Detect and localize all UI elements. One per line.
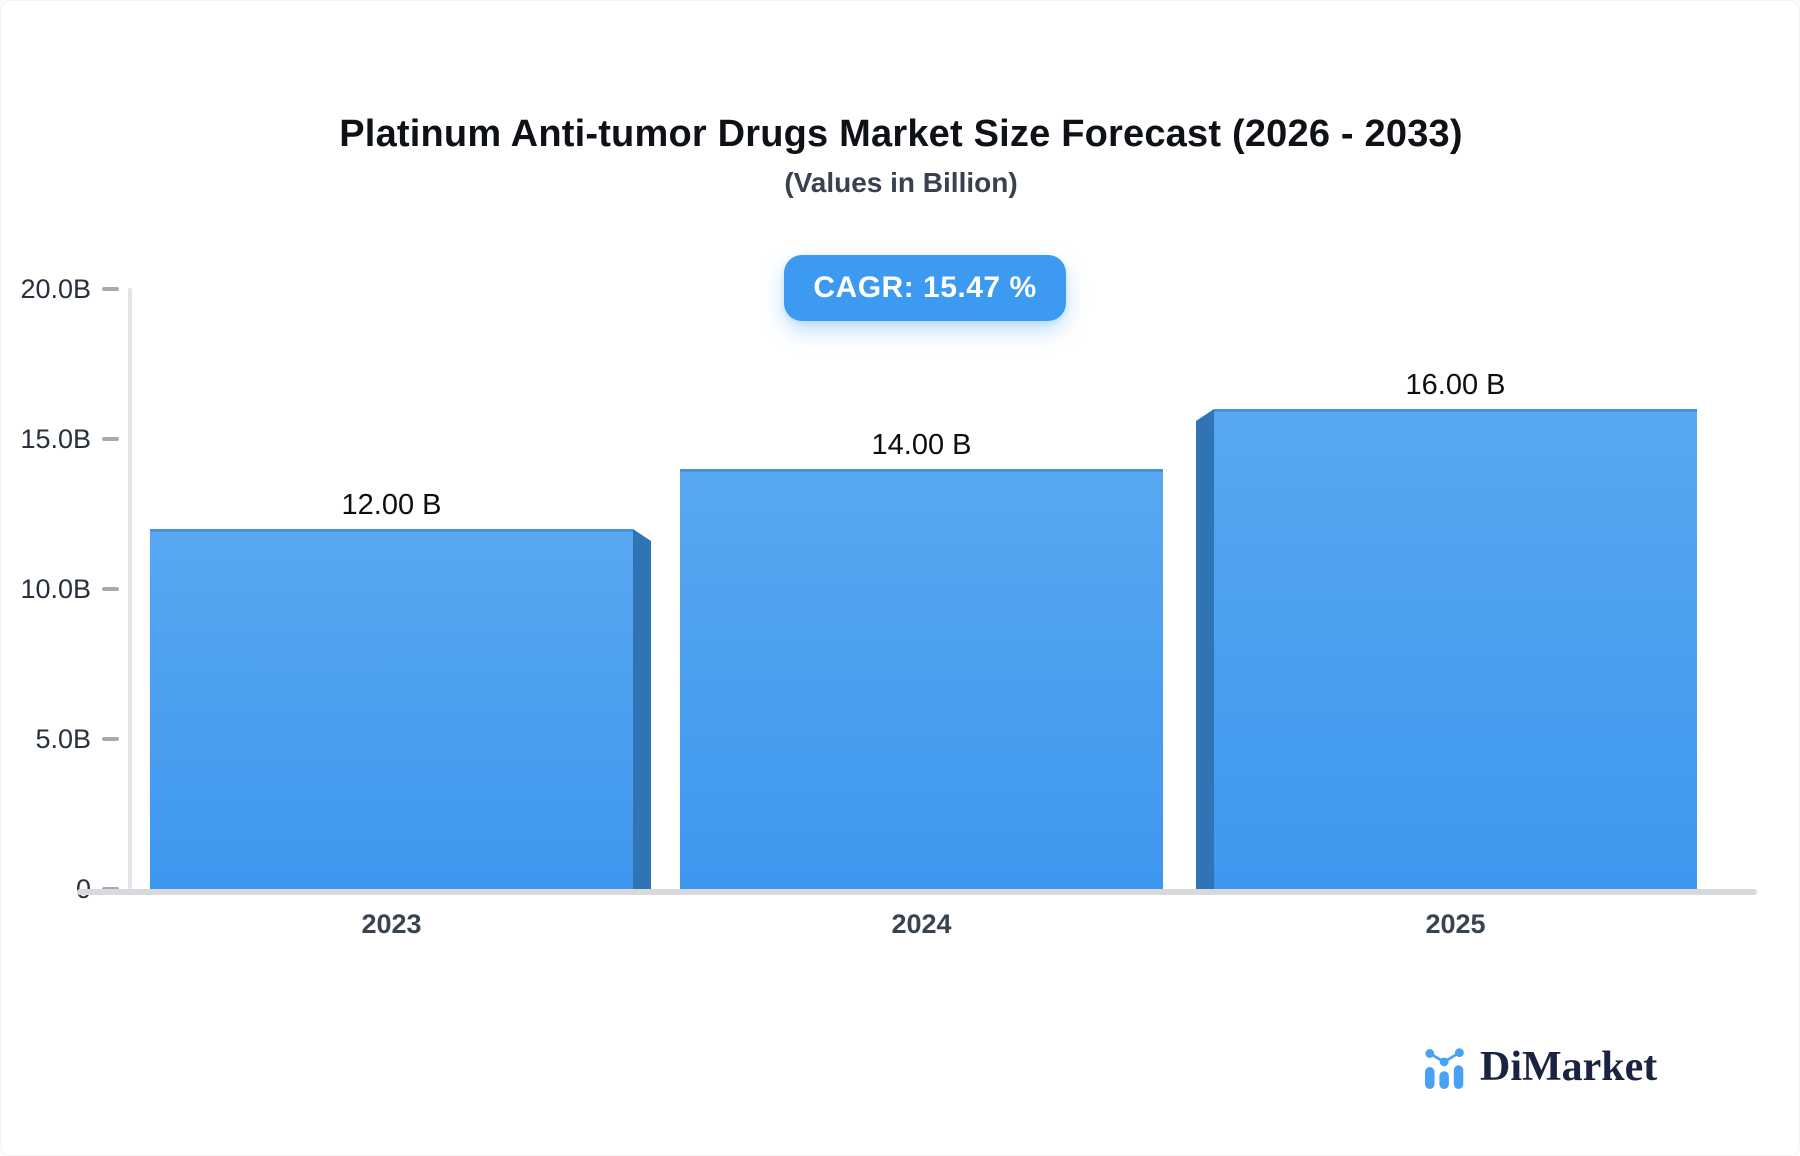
bar-value-label: 12.00 B bbox=[341, 489, 442, 521]
y-tick-label: 15.0B bbox=[20, 424, 91, 454]
bar-value-label: 14.00 B bbox=[871, 429, 972, 461]
y-tick-mark bbox=[102, 287, 119, 291]
brand-name: DiMarket bbox=[1480, 1044, 1658, 1090]
y-tick-label: 10.0B bbox=[20, 574, 91, 604]
page-subtitle: (Values in Billion) bbox=[784, 167, 1018, 198]
x-axis-label: 2025 bbox=[1425, 909, 1486, 939]
x-axis-label: 2024 bbox=[891, 909, 952, 939]
x-axis-label: 2023 bbox=[361, 909, 422, 939]
brand-logo: DiMarket bbox=[1421, 1039, 1657, 1095]
y-tick-mark bbox=[102, 437, 119, 441]
bar-2024[interactable] bbox=[680, 469, 1163, 889]
bar-2025[interactable] bbox=[1214, 409, 1697, 889]
page-title: Platinum Anti-tumor Drugs Market Size Fo… bbox=[339, 113, 1463, 155]
y-tick-label: 5.0B bbox=[35, 724, 91, 754]
cagr-badge-label: CAGR: 15.47 % bbox=[813, 271, 1037, 304]
y-tick-mark bbox=[102, 737, 119, 741]
y-tick-mark bbox=[102, 587, 119, 591]
bar-value-label: 16.00 B bbox=[1405, 369, 1506, 401]
cagr-badge: CAGR: 15.47 % bbox=[784, 255, 1066, 321]
y-tick-label: 20.0B bbox=[20, 274, 91, 304]
bar-3d-side bbox=[633, 529, 651, 889]
y-axis-line bbox=[128, 288, 132, 889]
bar-2023[interactable] bbox=[150, 529, 633, 889]
bar-3d-side bbox=[1196, 409, 1214, 889]
x-axis-line bbox=[77, 889, 1757, 895]
dimarket-logo-icon bbox=[1425, 1048, 1464, 1089]
